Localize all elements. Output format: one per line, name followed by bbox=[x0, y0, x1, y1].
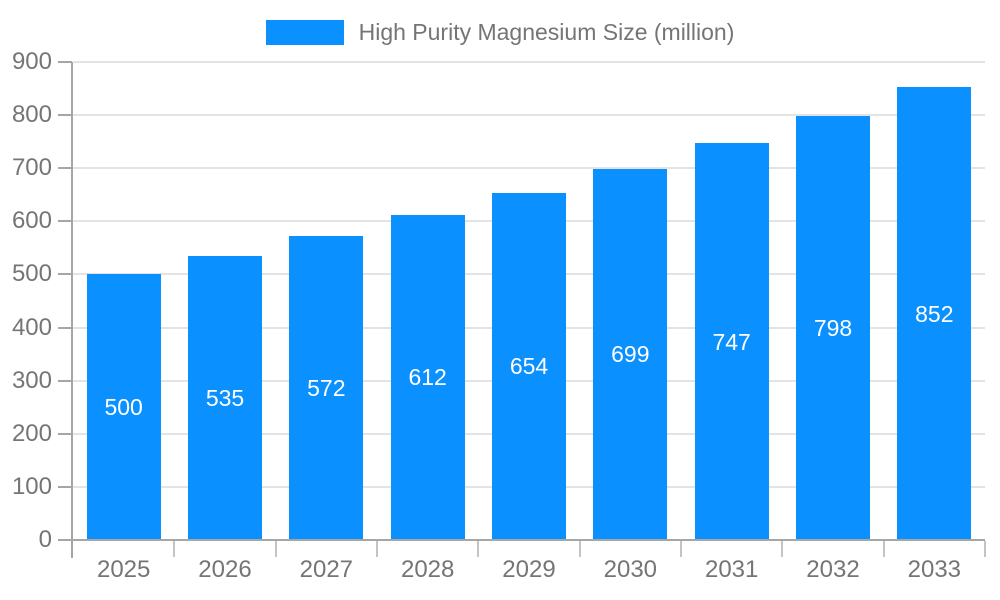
x-boundary-tick-5 bbox=[578, 541, 581, 557]
gridline-y-700 bbox=[73, 167, 985, 170]
y-axis-label-300: 300 bbox=[11, 366, 52, 394]
x-axis-label-2028: 2028 bbox=[400, 556, 455, 583]
x-axis-label-2032: 2032 bbox=[806, 556, 860, 583]
y-axis-label-500: 500 bbox=[11, 260, 52, 288]
bar-2031[interactable] bbox=[694, 143, 769, 540]
x-axis-label-2026: 2026 bbox=[198, 556, 252, 583]
x-boundary-tick-8 bbox=[882, 541, 885, 557]
bar-value-label-2031: 747 bbox=[712, 328, 751, 355]
y-axis-label-0: 0 bbox=[38, 526, 52, 553]
gridline-y-800 bbox=[73, 114, 985, 117]
y-axis-label-400: 400 bbox=[11, 313, 52, 341]
y-tick-500 bbox=[58, 273, 72, 276]
legend-swatch bbox=[265, 20, 344, 45]
bar-value-label-2028: 612 bbox=[408, 364, 447, 391]
x-boundary-tick-6 bbox=[680, 541, 682, 557]
x-axis-label-2027: 2027 bbox=[299, 556, 354, 583]
bar-2029[interactable] bbox=[492, 192, 566, 540]
x-axis-label-2030: 2030 bbox=[603, 556, 658, 583]
x-axis-label-2025: 2025 bbox=[96, 556, 151, 583]
y-tick-900 bbox=[58, 61, 72, 63]
bar-value-label-2029: 654 bbox=[509, 353, 549, 380]
x-axis-label-2033: 2033 bbox=[907, 556, 962, 583]
y-axis-label-700: 700 bbox=[11, 154, 52, 182]
bar-2033[interactable] bbox=[897, 87, 972, 540]
legend-label: High Purity Magnesium Size (million) bbox=[358, 19, 735, 45]
gridline-y-900 bbox=[73, 61, 985, 63]
x-boundary-tick-1 bbox=[173, 541, 176, 557]
x-axis-label-2029: 2029 bbox=[502, 556, 556, 583]
x-boundary-tick-7 bbox=[781, 541, 784, 557]
bar-value-label-2025: 500 bbox=[104, 394, 143, 421]
x-boundary-tick-9 bbox=[984, 541, 986, 557]
x-axis-label-2031: 2031 bbox=[704, 556, 759, 583]
y-tick-100 bbox=[58, 485, 72, 488]
bar-value-label-2030: 699 bbox=[611, 341, 650, 368]
x-boundary-tick-3 bbox=[376, 541, 378, 557]
bar-value-label-2032: 798 bbox=[813, 315, 853, 342]
bar-value-label-2026: 535 bbox=[205, 384, 245, 411]
bar-2030[interactable] bbox=[593, 168, 668, 540]
x-boundary-tick-4 bbox=[477, 541, 480, 557]
legend-item[interactable]: High Purity Magnesium Size (million) bbox=[0, 20, 1000, 45]
bar-2028[interactable] bbox=[390, 214, 465, 540]
y-tick-400 bbox=[58, 326, 72, 329]
y-axis-label-800: 800 bbox=[11, 101, 52, 129]
y-axis-label-900: 900 bbox=[11, 48, 52, 75]
bar-2032[interactable] bbox=[796, 116, 870, 540]
y-axis-label-100: 100 bbox=[11, 472, 52, 500]
bar-value-label-2033: 852 bbox=[915, 300, 954, 327]
y-tick-200 bbox=[58, 432, 72, 435]
y-tick-800 bbox=[58, 114, 72, 117]
bar-value-label-2027: 572 bbox=[307, 375, 346, 402]
bar-2026[interactable] bbox=[188, 255, 262, 540]
x-boundary-tick-2 bbox=[274, 541, 277, 557]
y-axis-label-600: 600 bbox=[11, 207, 52, 235]
bar-2025[interactable] bbox=[86, 274, 161, 540]
y-tick-600 bbox=[58, 220, 72, 223]
x-axis-line bbox=[58, 539, 985, 541]
y-axis-line bbox=[71, 62, 73, 558]
y-tick-700 bbox=[58, 167, 72, 170]
y-axis-label-200: 200 bbox=[11, 419, 52, 447]
y-tick-300 bbox=[58, 379, 72, 382]
bar-2027[interactable] bbox=[289, 236, 364, 540]
